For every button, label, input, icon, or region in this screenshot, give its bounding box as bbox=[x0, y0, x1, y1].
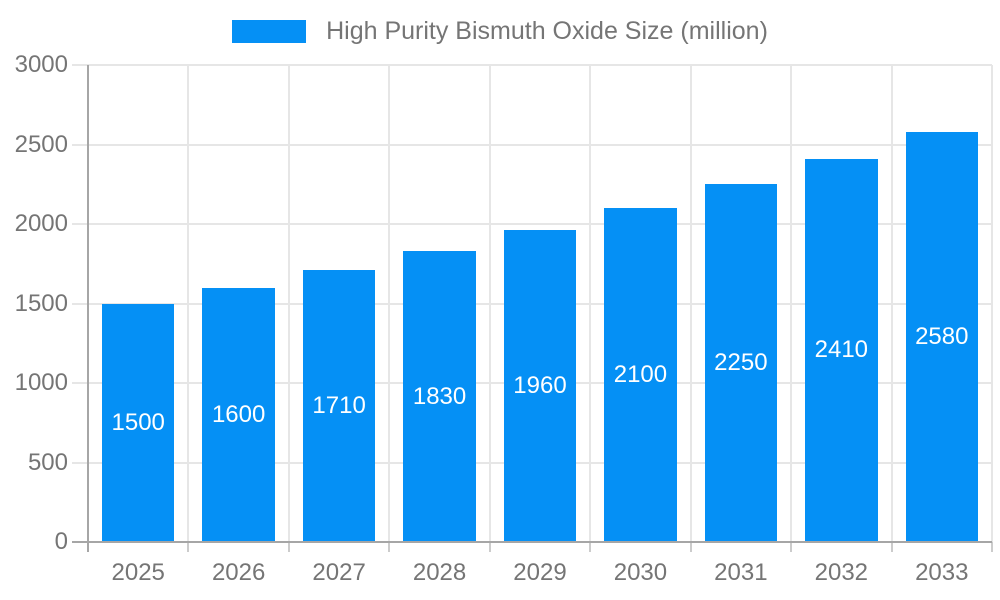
y-tick bbox=[72, 461, 88, 464]
y-gridline bbox=[88, 143, 992, 146]
bar-value-label: 1710 bbox=[312, 392, 366, 420]
bar[interactable] bbox=[704, 184, 778, 542]
x-tick bbox=[790, 542, 793, 552]
legend[interactable]: High Purity Bismuth Oxide Size (million) bbox=[0, 17, 1000, 45]
x-gridline bbox=[388, 65, 391, 542]
bar-value-label: 2250 bbox=[714, 349, 768, 377]
y-tick bbox=[72, 302, 88, 305]
bar-value-label: 2410 bbox=[814, 336, 869, 364]
y-tick bbox=[72, 223, 88, 225]
bar-value-label: 2580 bbox=[915, 322, 969, 350]
bar[interactable] bbox=[403, 251, 476, 542]
y-axis-label: 3000 bbox=[14, 51, 68, 78]
x-tick bbox=[488, 542, 491, 552]
bar[interactable] bbox=[101, 303, 175, 542]
x-axis-label: 2029 bbox=[513, 559, 567, 586]
bar[interactable] bbox=[503, 230, 577, 542]
x-gridline bbox=[991, 65, 993, 542]
x-gridline bbox=[87, 65, 89, 542]
x-axis-label: 2027 bbox=[312, 559, 366, 586]
y-tick bbox=[72, 143, 88, 146]
x-gridline bbox=[589, 65, 592, 542]
legend-label: High Purity Bismuth Oxide Size (million) bbox=[326, 17, 768, 45]
x-axis-label: 2025 bbox=[111, 559, 165, 586]
y-axis-label: 2500 bbox=[14, 130, 68, 158]
y-axis-label: 1500 bbox=[14, 289, 68, 317]
x-gridline bbox=[890, 65, 893, 542]
x-tick bbox=[991, 542, 993, 552]
bar-value-label: 1500 bbox=[111, 408, 165, 436]
y-axis-label: 1000 bbox=[14, 369, 68, 396]
bar[interactable] bbox=[604, 208, 677, 542]
bar-value-label: 1960 bbox=[513, 372, 567, 400]
bar[interactable] bbox=[302, 270, 376, 542]
x-gridline bbox=[287, 65, 290, 542]
x-axis-label: 2030 bbox=[613, 559, 668, 586]
bar[interactable] bbox=[202, 287, 275, 542]
x-axis-label: 2032 bbox=[814, 559, 869, 586]
x-tick bbox=[187, 542, 190, 552]
x-axis-label: 2028 bbox=[412, 559, 467, 586]
bar-value-label: 1830 bbox=[412, 382, 467, 410]
y-gridline bbox=[88, 64, 992, 66]
y-axis-label: 500 bbox=[27, 448, 68, 476]
y-gridline bbox=[88, 223, 992, 225]
x-tick bbox=[87, 542, 89, 552]
x-tick bbox=[589, 542, 592, 552]
x-tick bbox=[388, 542, 391, 552]
bar[interactable] bbox=[805, 158, 878, 542]
x-tick bbox=[689, 542, 692, 552]
y-axis-label: 2000 bbox=[14, 210, 68, 237]
x-tick bbox=[287, 542, 290, 552]
y-axis-label: 0 bbox=[54, 528, 68, 555]
x-gridline bbox=[790, 65, 793, 542]
x-tick bbox=[890, 542, 893, 552]
x-axis-label: 2031 bbox=[714, 559, 768, 586]
y-tick bbox=[72, 64, 88, 66]
bar-value-label: 2100 bbox=[613, 361, 668, 389]
x-gridline bbox=[187, 65, 190, 542]
x-gridline bbox=[488, 65, 491, 542]
x-axis-label: 2026 bbox=[211, 559, 266, 586]
bar[interactable] bbox=[905, 131, 979, 542]
legend-swatch bbox=[232, 19, 307, 43]
y-tick bbox=[72, 382, 88, 384]
x-axis-line bbox=[72, 541, 992, 543]
bar-value-label: 1600 bbox=[211, 400, 266, 428]
x-axis-label: 2033 bbox=[915, 559, 969, 586]
x-gridline bbox=[689, 65, 692, 542]
